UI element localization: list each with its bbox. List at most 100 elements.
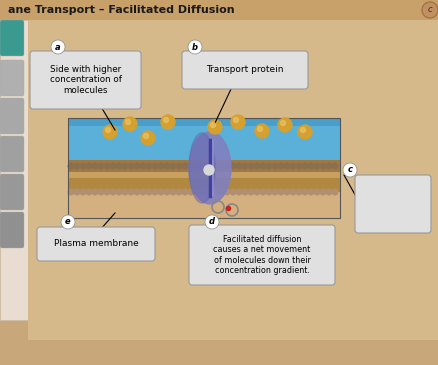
Circle shape bbox=[122, 189, 127, 195]
Circle shape bbox=[86, 163, 92, 169]
Circle shape bbox=[116, 189, 121, 195]
Circle shape bbox=[230, 115, 244, 129]
Circle shape bbox=[123, 117, 137, 131]
Circle shape bbox=[51, 40, 65, 54]
Circle shape bbox=[290, 189, 295, 195]
FancyBboxPatch shape bbox=[28, 20, 438, 340]
Circle shape bbox=[103, 125, 117, 139]
FancyBboxPatch shape bbox=[0, 212, 24, 248]
Circle shape bbox=[307, 163, 313, 169]
Circle shape bbox=[297, 125, 311, 139]
Circle shape bbox=[325, 189, 331, 195]
Circle shape bbox=[74, 163, 80, 169]
Circle shape bbox=[86, 189, 92, 195]
FancyBboxPatch shape bbox=[37, 227, 155, 261]
Circle shape bbox=[161, 115, 175, 129]
Circle shape bbox=[342, 163, 356, 177]
Circle shape bbox=[206, 189, 211, 195]
Circle shape bbox=[296, 163, 301, 169]
FancyBboxPatch shape bbox=[0, 20, 24, 56]
Circle shape bbox=[200, 189, 205, 195]
Circle shape bbox=[146, 189, 152, 195]
Circle shape bbox=[332, 163, 337, 169]
Circle shape bbox=[92, 189, 98, 195]
Circle shape bbox=[80, 163, 85, 169]
Circle shape bbox=[134, 189, 139, 195]
Circle shape bbox=[319, 163, 325, 169]
Circle shape bbox=[146, 163, 152, 169]
Circle shape bbox=[272, 189, 277, 195]
Circle shape bbox=[164, 163, 170, 169]
FancyBboxPatch shape bbox=[189, 225, 334, 285]
Circle shape bbox=[164, 189, 170, 195]
Circle shape bbox=[128, 189, 134, 195]
Circle shape bbox=[236, 189, 241, 195]
Text: a: a bbox=[55, 42, 61, 51]
FancyBboxPatch shape bbox=[0, 0, 438, 20]
Circle shape bbox=[254, 124, 268, 138]
Text: c: c bbox=[427, 5, 431, 15]
Circle shape bbox=[332, 189, 337, 195]
Circle shape bbox=[421, 2, 437, 18]
Circle shape bbox=[208, 120, 222, 134]
FancyBboxPatch shape bbox=[30, 51, 141, 109]
Circle shape bbox=[188, 189, 193, 195]
Ellipse shape bbox=[189, 132, 230, 204]
Circle shape bbox=[61, 215, 75, 229]
Circle shape bbox=[152, 163, 157, 169]
Text: Side with higher
concentration of
molecules: Side with higher concentration of molecu… bbox=[49, 65, 121, 95]
Circle shape bbox=[301, 189, 307, 195]
Circle shape bbox=[224, 189, 229, 195]
Circle shape bbox=[230, 189, 235, 195]
Circle shape bbox=[140, 189, 145, 195]
Circle shape bbox=[98, 189, 103, 195]
Circle shape bbox=[152, 189, 157, 195]
FancyBboxPatch shape bbox=[0, 98, 24, 134]
Circle shape bbox=[307, 189, 313, 195]
Circle shape bbox=[110, 189, 116, 195]
Circle shape bbox=[143, 134, 148, 138]
Circle shape bbox=[319, 189, 325, 195]
Circle shape bbox=[170, 163, 175, 169]
Text: ane Transport – Facilitated Diffusion: ane Transport – Facilitated Diffusion bbox=[8, 5, 234, 15]
Circle shape bbox=[260, 163, 265, 169]
Circle shape bbox=[265, 163, 271, 169]
Ellipse shape bbox=[189, 133, 215, 203]
FancyBboxPatch shape bbox=[68, 118, 339, 168]
Circle shape bbox=[218, 189, 223, 195]
Circle shape bbox=[188, 163, 193, 169]
Text: c: c bbox=[347, 165, 352, 174]
Circle shape bbox=[247, 189, 253, 195]
Circle shape bbox=[301, 163, 307, 169]
Circle shape bbox=[68, 189, 74, 195]
Text: b: b bbox=[191, 42, 198, 51]
FancyBboxPatch shape bbox=[0, 60, 24, 96]
Circle shape bbox=[182, 189, 187, 195]
Circle shape bbox=[194, 163, 199, 169]
Circle shape bbox=[205, 215, 219, 229]
Circle shape bbox=[278, 163, 283, 169]
Circle shape bbox=[170, 189, 175, 195]
Circle shape bbox=[272, 163, 277, 169]
Circle shape bbox=[206, 163, 211, 169]
Circle shape bbox=[280, 120, 285, 126]
FancyBboxPatch shape bbox=[0, 174, 24, 210]
Text: e: e bbox=[65, 218, 71, 227]
Circle shape bbox=[163, 118, 168, 123]
Text: d: d bbox=[208, 218, 215, 227]
Circle shape bbox=[74, 189, 80, 195]
Circle shape bbox=[296, 189, 301, 195]
Circle shape bbox=[233, 118, 238, 123]
FancyBboxPatch shape bbox=[354, 175, 430, 233]
Circle shape bbox=[194, 189, 199, 195]
Circle shape bbox=[254, 163, 259, 169]
FancyBboxPatch shape bbox=[68, 168, 339, 218]
Circle shape bbox=[278, 189, 283, 195]
Circle shape bbox=[224, 163, 229, 169]
Circle shape bbox=[98, 163, 103, 169]
Circle shape bbox=[158, 163, 163, 169]
Circle shape bbox=[182, 163, 187, 169]
Circle shape bbox=[140, 163, 145, 169]
Circle shape bbox=[218, 163, 223, 169]
Text: Facilitated diffusion
causes a net movement
of molecules down their
concentratio: Facilitated diffusion causes a net movem… bbox=[213, 235, 310, 275]
